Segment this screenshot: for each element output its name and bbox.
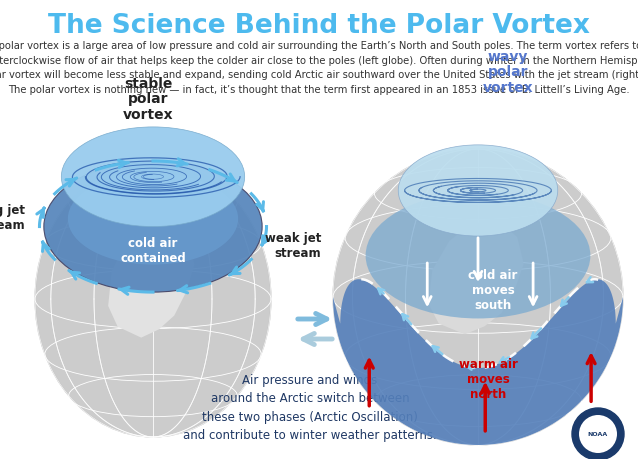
Ellipse shape xyxy=(44,162,262,292)
Circle shape xyxy=(579,415,617,453)
Ellipse shape xyxy=(61,128,245,227)
Text: NOAA: NOAA xyxy=(588,431,608,437)
Text: strong jet
stream: strong jet stream xyxy=(0,203,25,231)
Text: warm air
moves
north: warm air moves north xyxy=(459,357,517,400)
Text: wavy
polar
vortex: wavy polar vortex xyxy=(483,50,533,95)
Ellipse shape xyxy=(398,146,558,236)
Text: weak jet
stream: weak jet stream xyxy=(265,232,321,260)
Ellipse shape xyxy=(366,193,590,319)
Text: cold air
moves
south: cold air moves south xyxy=(468,269,517,311)
Polygon shape xyxy=(108,219,195,338)
Polygon shape xyxy=(428,220,524,335)
Text: The polar vortex is a large area of low pressure and cold air surrounding the Ea: The polar vortex is a large area of low … xyxy=(0,41,638,95)
Text: stable
polar
vortex: stable polar vortex xyxy=(122,77,174,122)
Text: The Science Behind the Polar Vortex: The Science Behind the Polar Vortex xyxy=(48,13,590,39)
Circle shape xyxy=(572,408,624,459)
Text: Air pressure and winds
around the Arctic switch between
these two phases (Arctic: Air pressure and winds around the Arctic… xyxy=(183,373,437,441)
Ellipse shape xyxy=(68,174,238,265)
Ellipse shape xyxy=(35,162,271,437)
Text: cold air
contained: cold air contained xyxy=(120,237,186,264)
Polygon shape xyxy=(333,280,623,445)
Ellipse shape xyxy=(333,150,623,445)
